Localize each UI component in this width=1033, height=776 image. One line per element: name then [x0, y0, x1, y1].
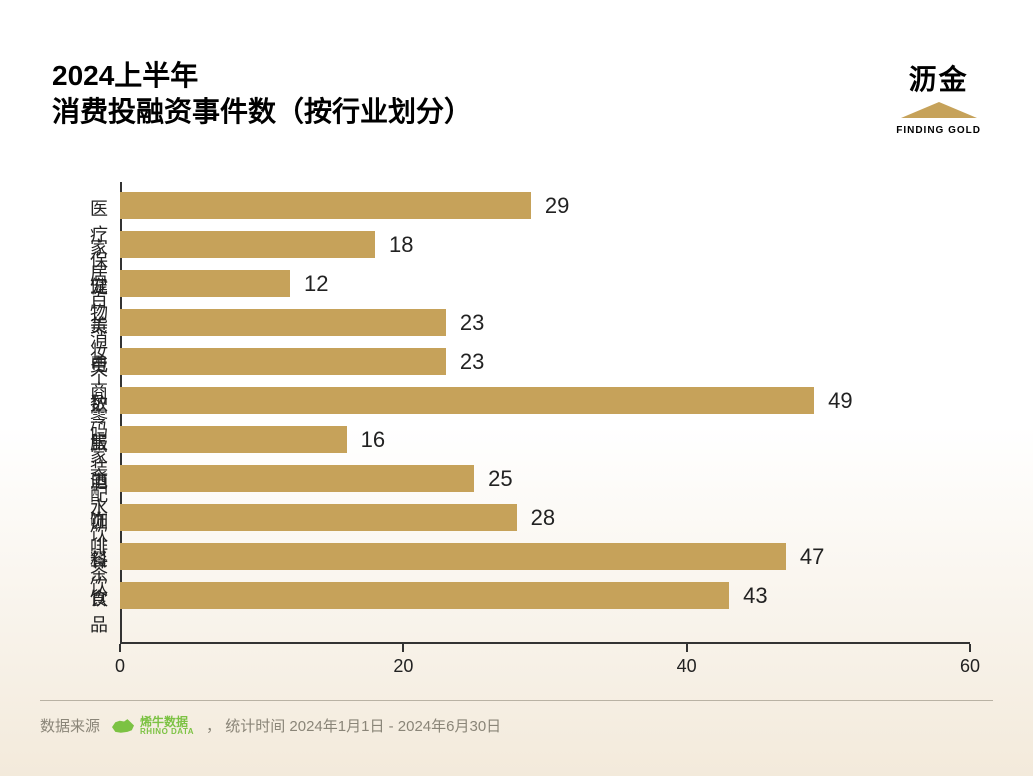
x-tick-label: 40	[677, 656, 697, 677]
y-axis-label: 食品	[90, 585, 108, 637]
bar	[120, 231, 375, 258]
footer-time-prefix: ， 统计时间	[206, 718, 289, 735]
rhino-logo-cn: 烯牛数据	[140, 716, 194, 728]
bar-chart: 29医疗保健18家居百货12宠物消费23美妆个护23电商零售49数码家电16服装…	[120, 182, 970, 644]
bar-value-label: 47	[800, 544, 824, 570]
bar-row: 18	[120, 231, 413, 258]
bar	[120, 582, 729, 609]
chart-title: 2024上半年 消费投融资事件数（按行业划分）	[52, 58, 472, 131]
bar-value-label: 43	[743, 583, 767, 609]
bar-value-label: 12	[304, 271, 328, 297]
bar	[120, 348, 446, 375]
brand-logo: 沥金 FINDING GOLD	[896, 58, 981, 136]
bar-row: 23	[120, 309, 484, 336]
x-tick-mark	[969, 644, 971, 652]
bar-value-label: 18	[389, 232, 413, 258]
x-tick-label: 60	[960, 656, 980, 677]
x-axis	[120, 642, 970, 644]
bar-row: 28	[120, 504, 555, 531]
header: 2024上半年 消费投融资事件数（按行业划分） 沥金 FINDING GOLD	[52, 58, 981, 136]
bar	[120, 543, 786, 570]
x-tick-label: 0	[115, 656, 125, 677]
bar-row: 16	[120, 426, 385, 453]
bar	[120, 387, 814, 414]
brand-logo-cn: 沥金	[896, 58, 981, 98]
bar-row: 12	[120, 270, 328, 297]
page-root: 2024上半年 消费投融资事件数（按行业划分） 沥金 FINDING GOLD …	[0, 0, 1033, 776]
rhino-icon	[112, 718, 134, 734]
bar	[120, 192, 531, 219]
title-line-1: 2024上半年	[52, 58, 472, 94]
bar-value-label: 28	[531, 505, 555, 531]
rhino-data-logo: 烯牛数据 RHINO DATA	[112, 716, 194, 736]
footer-source-label: 数据来源	[40, 715, 100, 736]
footer-time: ， 统计时间 2024年1月1日 - 2024年6月30日	[206, 715, 501, 736]
bar-value-label: 16	[361, 427, 385, 453]
x-tick-label: 20	[393, 656, 413, 677]
bar-row: 25	[120, 465, 513, 492]
x-tick-mark	[119, 644, 121, 652]
footer-time-text: 2024年1月1日 - 2024年6月30日	[289, 718, 501, 735]
footer: 数据来源 烯牛数据 RHINO DATA ， 统计时间 2024年1月1日 - …	[40, 700, 993, 736]
bar	[120, 270, 290, 297]
bar-row: 43	[120, 582, 768, 609]
title-line-2: 消费投融资事件数（按行业划分）	[52, 94, 472, 130]
rhino-logo-en: RHINO DATA	[140, 728, 194, 736]
bar	[120, 465, 474, 492]
bar-value-label: 25	[488, 466, 512, 492]
brand-logo-triangle-icon	[901, 102, 977, 118]
bar-value-label: 23	[460, 310, 484, 336]
brand-logo-en: FINDING GOLD	[896, 125, 981, 136]
bar-row: 23	[120, 348, 484, 375]
bar-row: 49	[120, 387, 853, 414]
bar-value-label: 23	[460, 349, 484, 375]
bar	[120, 504, 517, 531]
bar-row: 47	[120, 543, 824, 570]
rhino-text-block: 烯牛数据 RHINO DATA	[140, 716, 194, 736]
x-tick-mark	[686, 644, 688, 652]
bar-value-label: 49	[828, 388, 852, 414]
x-tick-mark	[402, 644, 404, 652]
bar	[120, 309, 446, 336]
bar-row: 29	[120, 192, 569, 219]
bar-value-label: 29	[545, 193, 569, 219]
bar	[120, 426, 347, 453]
